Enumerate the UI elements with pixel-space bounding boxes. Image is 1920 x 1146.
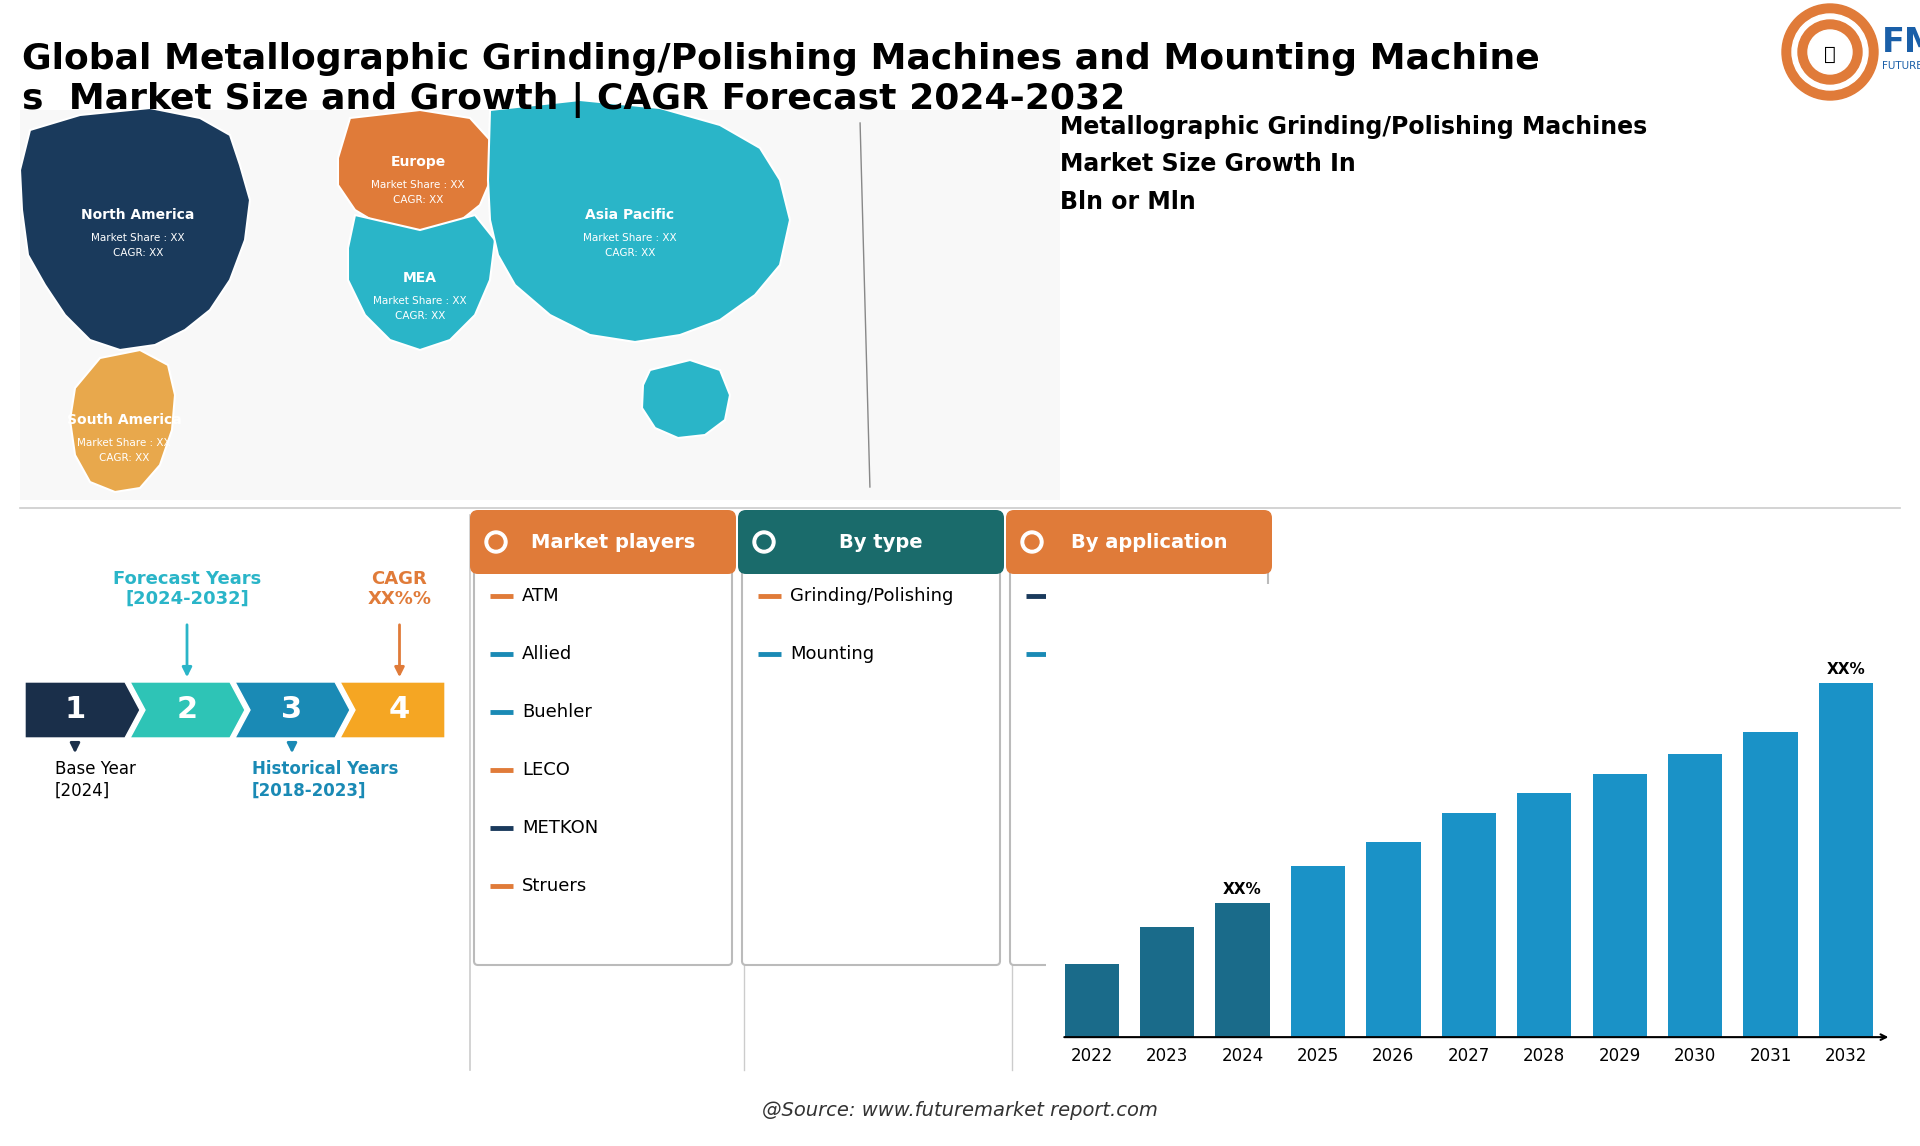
Text: Europe: Europe (390, 155, 445, 168)
Circle shape (1791, 14, 1868, 91)
Text: By type: By type (839, 533, 924, 551)
Bar (1064, 964, 1119, 1037)
Text: XX%: XX% (1223, 882, 1261, 897)
Polygon shape (338, 110, 495, 235)
Text: [2024-2032]: [2024-2032] (125, 590, 250, 609)
Text: Historical Years: Historical Years (252, 760, 397, 778)
Polygon shape (340, 682, 445, 738)
FancyBboxPatch shape (1010, 567, 1267, 965)
Text: XX%: XX% (1826, 662, 1866, 677)
Text: Market Share : XX: Market Share : XX (77, 438, 171, 448)
FancyBboxPatch shape (741, 567, 1000, 965)
Bar (1140, 927, 1194, 1037)
Text: ATM: ATM (522, 587, 559, 605)
Polygon shape (488, 100, 789, 342)
Text: Struers: Struers (522, 877, 588, 895)
Polygon shape (234, 682, 349, 738)
Bar (1818, 683, 1874, 1037)
Polygon shape (25, 682, 140, 738)
Bar (1517, 793, 1571, 1037)
Circle shape (490, 535, 503, 549)
Text: 2: 2 (177, 696, 198, 724)
Text: Metallographic Grinding/Polishing Machines: Metallographic Grinding/Polishing Machin… (1060, 115, 1647, 139)
Polygon shape (131, 682, 246, 738)
Text: Market players: Market players (530, 533, 695, 551)
Text: XX%%: XX%% (367, 590, 432, 609)
Text: 1: 1 (65, 696, 86, 724)
Circle shape (1021, 531, 1043, 554)
Text: Market Size Growth In: Market Size Growth In (1060, 152, 1356, 176)
Text: Market Share : XX: Market Share : XX (584, 233, 678, 243)
Text: Market Share : XX: Market Share : XX (372, 296, 467, 306)
Bar (1442, 813, 1496, 1037)
Text: FMR: FMR (1882, 25, 1920, 58)
Text: North America: North America (81, 209, 194, 222)
Circle shape (756, 535, 772, 549)
FancyBboxPatch shape (470, 510, 735, 574)
Bar (1215, 903, 1269, 1037)
Text: Base Year: Base Year (56, 760, 136, 778)
Text: 4: 4 (390, 696, 411, 724)
Text: s  Market Size and Growth | CAGR Forecast 2024-2032: s Market Size and Growth | CAGR Forecast… (21, 83, 1125, 118)
Bar (1592, 774, 1647, 1037)
Text: @Source: www.futuremarket report.com: @Source: www.futuremarket report.com (762, 1100, 1158, 1120)
FancyBboxPatch shape (737, 510, 1004, 574)
Circle shape (486, 531, 507, 554)
Bar (1743, 732, 1797, 1037)
Polygon shape (641, 360, 730, 438)
Text: 3: 3 (282, 696, 303, 724)
Text: South America: South America (67, 413, 180, 427)
Text: CAGR: XX: CAGR: XX (98, 453, 150, 463)
Bar (1668, 754, 1722, 1037)
Text: CAGR: XX: CAGR: XX (113, 248, 163, 258)
Text: Market Share : XX: Market Share : XX (371, 180, 465, 190)
Text: CAGR: XX: CAGR: XX (605, 248, 655, 258)
Text: By application: By application (1071, 533, 1227, 551)
Text: Global Metallographic Grinding/Polishing Machines and Mounting Machine: Global Metallographic Grinding/Polishing… (21, 42, 1540, 76)
FancyBboxPatch shape (474, 567, 732, 965)
Text: CAGR: XX: CAGR: XX (396, 311, 445, 321)
Text: Allied: Allied (522, 645, 572, 664)
Text: Laboratory: Laboratory (1058, 645, 1156, 664)
Bar (1367, 842, 1421, 1037)
FancyBboxPatch shape (1006, 510, 1271, 574)
Circle shape (753, 531, 776, 554)
Polygon shape (348, 215, 495, 350)
Polygon shape (19, 110, 1060, 500)
Circle shape (1025, 535, 1039, 549)
Polygon shape (69, 350, 175, 492)
Text: CAGR: CAGR (372, 570, 428, 588)
Text: FUTURE MARKET REPORT: FUTURE MARKET REPORT (1882, 61, 1920, 71)
Text: METKON: METKON (522, 819, 599, 837)
Text: MEA: MEA (403, 270, 438, 285)
Text: Mounting: Mounting (789, 645, 874, 664)
Text: Market Share : XX: Market Share : XX (90, 233, 184, 243)
Circle shape (1782, 3, 1878, 100)
Circle shape (1797, 19, 1862, 84)
Text: Buehler: Buehler (522, 702, 591, 721)
Text: Forecast Years: Forecast Years (113, 570, 261, 588)
Text: Industrial: Industrial (1058, 587, 1142, 605)
Text: [2018-2023]: [2018-2023] (252, 782, 367, 800)
Text: Asia Pacific: Asia Pacific (586, 209, 674, 222)
Circle shape (1809, 30, 1853, 74)
Text: Bln or Mln: Bln or Mln (1060, 190, 1196, 214)
Text: CAGR: XX: CAGR: XX (394, 195, 444, 205)
Text: 🏃: 🏃 (1824, 45, 1836, 63)
Text: LECO: LECO (522, 761, 570, 779)
Bar (1290, 866, 1346, 1037)
Text: [2024]: [2024] (56, 782, 109, 800)
Polygon shape (19, 108, 250, 350)
Text: Grinding/Polishing: Grinding/Polishing (789, 587, 954, 605)
